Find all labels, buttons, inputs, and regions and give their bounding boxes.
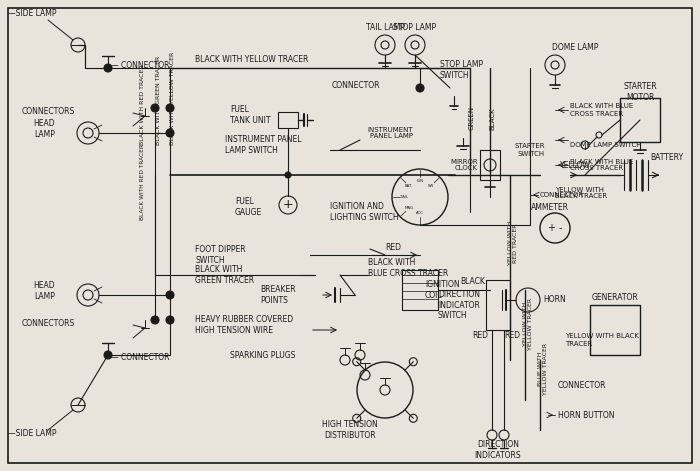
Bar [278,112,298,128]
Circle shape [151,316,159,324]
Text: BLACK WITH GREEN TRACER: BLACK WITH GREEN TRACER [155,56,160,145]
Text: HEAVY RUBBER COVERED
HIGH TENSION WIRE: HEAVY RUBBER COVERED HIGH TENSION WIRE [195,315,293,335]
Text: BLACK WITH YELLOW TRACER: BLACK WITH YELLOW TRACER [195,56,309,65]
Text: BLACK WITH BLUE
CROSS TRACER: BLACK WITH BLUE CROSS TRACER [570,104,634,116]
Bar [402,270,438,310]
Text: MAG: MAG [404,206,413,211]
Text: BATTERY: BATTERY [650,153,683,162]
Text: STARTER
MOTOR: STARTER MOTOR [623,82,657,102]
Text: YELLOW WITH
BLACK TRACER: YELLOW WITH BLACK TRACER [555,187,607,200]
Text: —SIDE LAMP: —SIDE LAMP [8,8,57,17]
Text: CONNECTOR: CONNECTOR [540,192,584,198]
Circle shape [285,172,291,178]
Text: FUEL
GAUGE: FUEL GAUGE [235,197,262,217]
Text: YELLOW WITH
YELLOW TRACER: YELLOW WITH YELLOW TRACER [523,298,533,350]
Text: CONNECTORS: CONNECTORS [22,107,75,116]
Text: SPARKING PLUGS: SPARKING PLUGS [230,350,295,359]
Text: RED: RED [472,331,488,340]
Bar [486,280,510,330]
Text: BLUE WITH
YELLOW TRACER: BLUE WITH YELLOW TRACER [538,343,548,395]
Text: — CONNECTOR: — CONNECTOR [111,352,169,362]
Text: GENERATOR: GENERATOR [592,293,638,302]
Text: STOP LAMP: STOP LAMP [393,23,437,32]
Text: HORN BUTTON: HORN BUTTON [558,411,615,420]
Text: HIGH TENSION
DISTRIBUTOR: HIGH TENSION DISTRIBUTOR [322,420,378,440]
Text: DIRECTION
INDICATOR
SWITCH: DIRECTION INDICATOR SWITCH [438,290,480,320]
Text: HEAD
LAMP: HEAD LAMP [34,281,55,300]
Text: CONNECTORS: CONNECTORS [22,319,75,328]
Text: HORN: HORN [543,295,566,304]
Text: TAIL LAMP: TAIL LAMP [365,23,405,32]
Text: YELLOW WITH BLACK
TRACER: YELLOW WITH BLACK TRACER [565,333,639,347]
Text: YELLOW WITH
RED TRACER: YELLOW WITH RED TRACER [508,221,519,265]
Text: BAT: BAT [405,184,412,187]
Text: BLACK WITH BLUE
CROSS TRACER: BLACK WITH BLUE CROSS TRACER [570,159,634,171]
Text: STOP LAMP
SWITCH: STOP LAMP SWITCH [440,60,483,80]
Text: DOME LAMP SWITCH: DOME LAMP SWITCH [570,142,641,148]
Text: INSTRUMENT
PANEL LAMP: INSTRUMENT PANEL LAMP [368,127,413,139]
Text: MIRROR
CLOCK: MIRROR CLOCK [450,159,478,171]
Text: — CONNECTOR: — CONNECTOR [111,62,169,71]
Circle shape [166,316,174,324]
Text: —SIDE LAMP: —SIDE LAMP [8,429,57,438]
Circle shape [166,104,174,112]
Text: -: - [559,223,561,233]
Circle shape [151,104,159,112]
Text: SW: SW [428,184,435,187]
Text: CONNECTOR: CONNECTOR [332,81,380,90]
Text: FUEL
TANK UNIT: FUEL TANK UNIT [230,106,270,125]
Text: AMMETER: AMMETER [531,203,569,212]
Bar [480,150,500,180]
Circle shape [416,84,424,92]
Circle shape [104,64,112,72]
Text: TAIL: TAIL [400,195,408,199]
Text: BLACK WITH YELLOW TRACER: BLACK WITH YELLOW TRACER [171,52,176,145]
Text: BLACK: BLACK [489,107,495,130]
Text: RED: RED [504,331,520,340]
Text: INSTRUMENT PANEL
LAMP SWITCH: INSTRUMENT PANEL LAMP SWITCH [225,135,302,154]
Text: CONNECTOR: CONNECTOR [558,381,606,390]
Text: GREEN: GREEN [469,106,475,130]
Text: IGNITION AND
LIGHTING SWITCH: IGNITION AND LIGHTING SWITCH [330,203,398,222]
Text: IGN: IGN [416,179,424,183]
Text: +: + [547,223,555,233]
Text: FOOT DIPPER
SWITCH: FOOT DIPPER SWITCH [195,245,246,265]
Text: ACC: ACC [416,211,424,215]
Text: BLACK WITH RED TRACER: BLACK WITH RED TRACER [141,144,146,220]
Circle shape [166,291,174,299]
Text: STARTER
SWITCH: STARTER SWITCH [514,144,545,156]
Text: DOME LAMP: DOME LAMP [552,42,598,51]
Text: IGNITION
COIL: IGNITION COIL [425,280,460,300]
Text: BLACK: BLACK [460,277,485,286]
Text: BREAKER
POINTS: BREAKER POINTS [260,285,295,305]
Bar [590,305,640,355]
Text: HEAD
LAMP: HEAD LAMP [34,119,55,138]
Text: BLACK WITH
BLUE CROSS TRACER: BLACK WITH BLUE CROSS TRACER [368,258,448,278]
Circle shape [104,351,112,359]
Circle shape [166,129,174,137]
Text: YELLOW: YELLOW [560,161,591,170]
Text: BLACK WITH
GREEN TRACER: BLACK WITH GREEN TRACER [195,265,254,284]
Text: BLACK WITH RED TRACER: BLACK WITH RED TRACER [141,65,146,145]
Text: RED: RED [385,243,401,252]
Text: DIRECTION
INDICATORS: DIRECTION INDICATORS [475,440,522,460]
Bar [620,98,660,142]
Text: +: + [283,198,293,211]
